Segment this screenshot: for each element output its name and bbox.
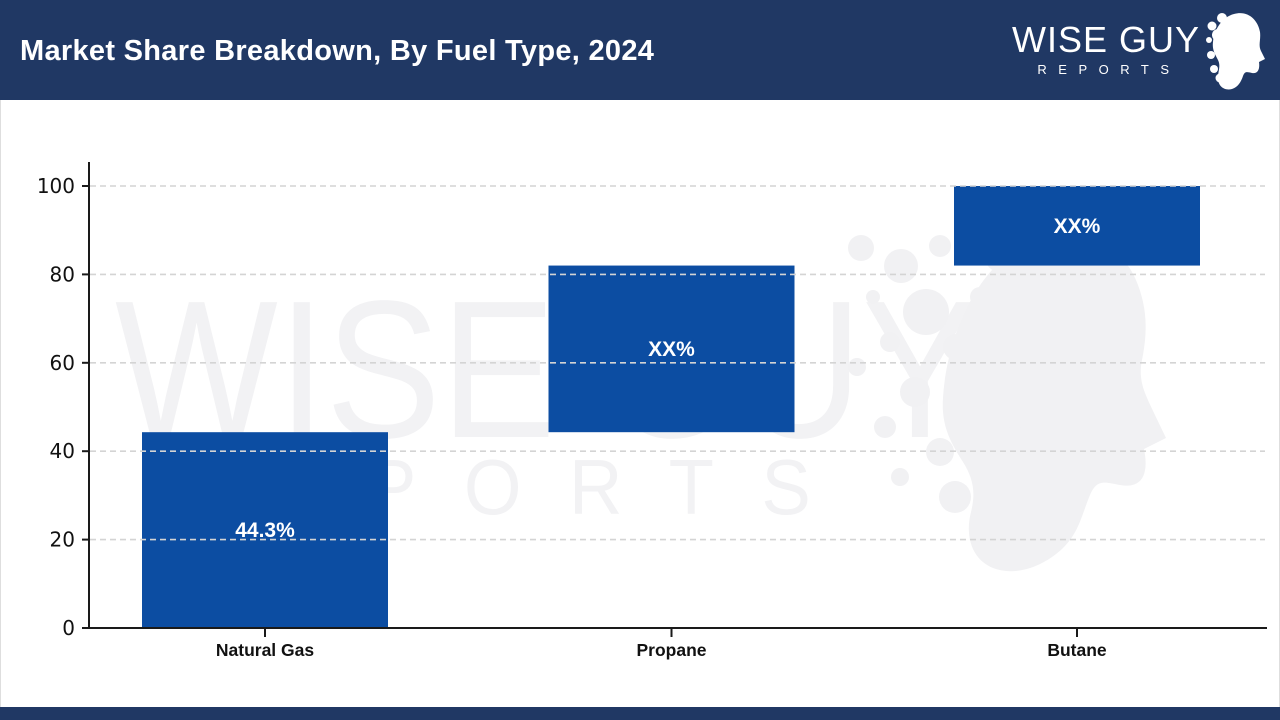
- bar-value-label-propane: XX%: [648, 338, 695, 361]
- x-category-label-natural-gas: Natural Gas: [216, 640, 314, 660]
- dotted-head-profile-icon: [1206, 13, 1265, 90]
- x-category-label-butane: Butane: [1047, 640, 1107, 660]
- brand-logo: WISE GUY REPORTS: [1012, 8, 1266, 90]
- bar-chart: 0 20 40 60 80 100 Natural Gas 44.3% Propane XX% Bu…: [37, 162, 1267, 660]
- y-tick-label-20: 20: [50, 528, 75, 552]
- y-tick-label-100: 100: [37, 174, 75, 198]
- y-tick-label-80: 80: [50, 262, 75, 286]
- y-tick-label-40: 40: [50, 439, 75, 463]
- dotted-head-profile-watermark-icon: [848, 234, 1166, 572]
- brand-logo-text: WISE GUY REPORTS: [1011, 19, 1200, 77]
- brand-name: WISE GUY: [1011, 19, 1200, 60]
- brand-subname: REPORTS: [1037, 62, 1181, 77]
- bar-propane: [548, 265, 795, 433]
- bar-value-label-natural-gas: 44.3%: [235, 519, 295, 542]
- x-category-label-propane: Propane: [636, 640, 706, 660]
- y-tick-label-60: 60: [50, 351, 75, 375]
- bar-value-label-butane: XX%: [1054, 215, 1101, 238]
- bar-butane: [954, 186, 1200, 266]
- bar-natural-gas: [142, 432, 388, 628]
- page-title: Market Share Breakdown, By Fuel Type, 20…: [20, 35, 655, 67]
- y-tick-label-0: 0: [62, 616, 75, 640]
- footer-bar: [0, 707, 1280, 720]
- chart-canvas: WISE GUY REPORTS: [0, 100, 1280, 707]
- header-bar: Market Share Breakdown, By Fuel Type, 20…: [0, 0, 1280, 100]
